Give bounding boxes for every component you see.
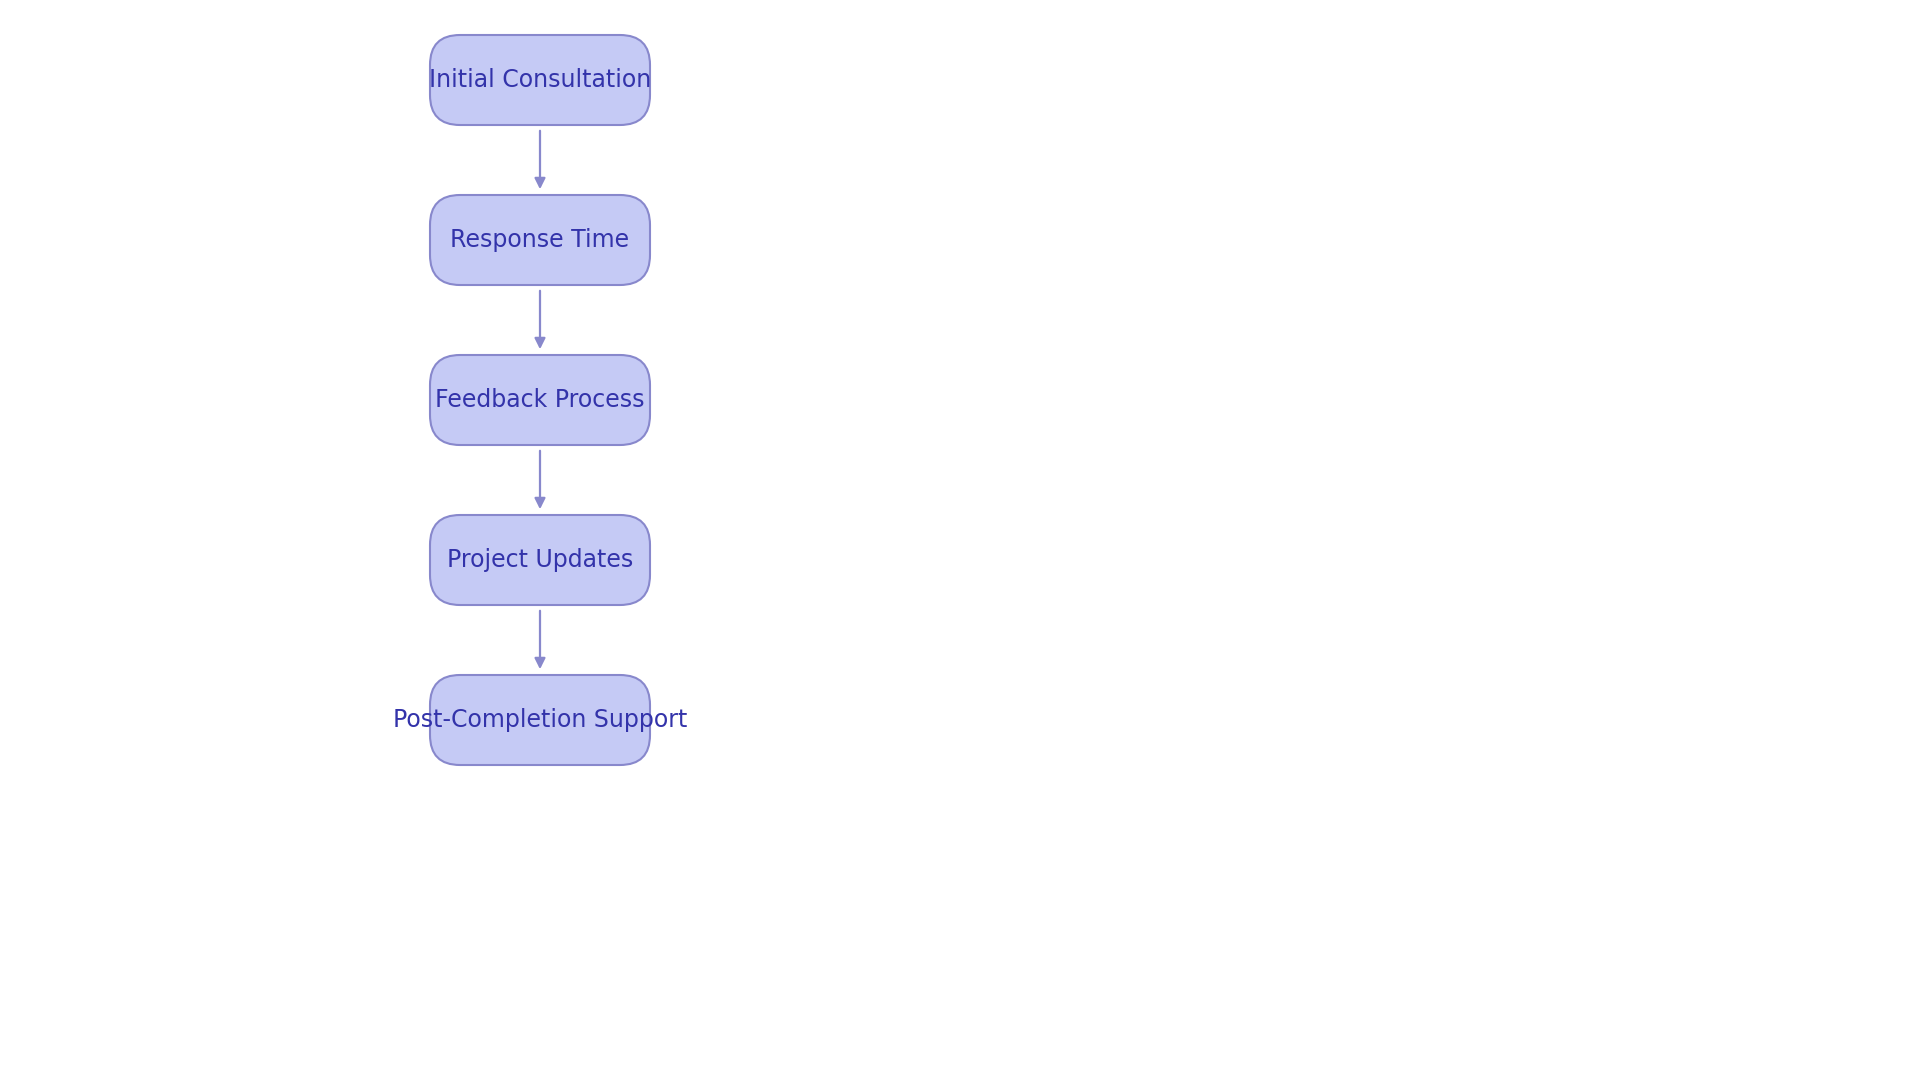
Text: Feedback Process: Feedback Process [436, 388, 645, 412]
Text: Post-Completion Support: Post-Completion Support [394, 708, 687, 732]
FancyBboxPatch shape [430, 195, 651, 285]
FancyBboxPatch shape [430, 35, 651, 125]
Text: Initial Consultation: Initial Consultation [428, 68, 651, 92]
Text: Project Updates: Project Updates [447, 548, 634, 572]
Text: Response Time: Response Time [451, 229, 630, 252]
FancyBboxPatch shape [430, 516, 651, 605]
FancyBboxPatch shape [430, 355, 651, 445]
FancyBboxPatch shape [430, 675, 651, 765]
